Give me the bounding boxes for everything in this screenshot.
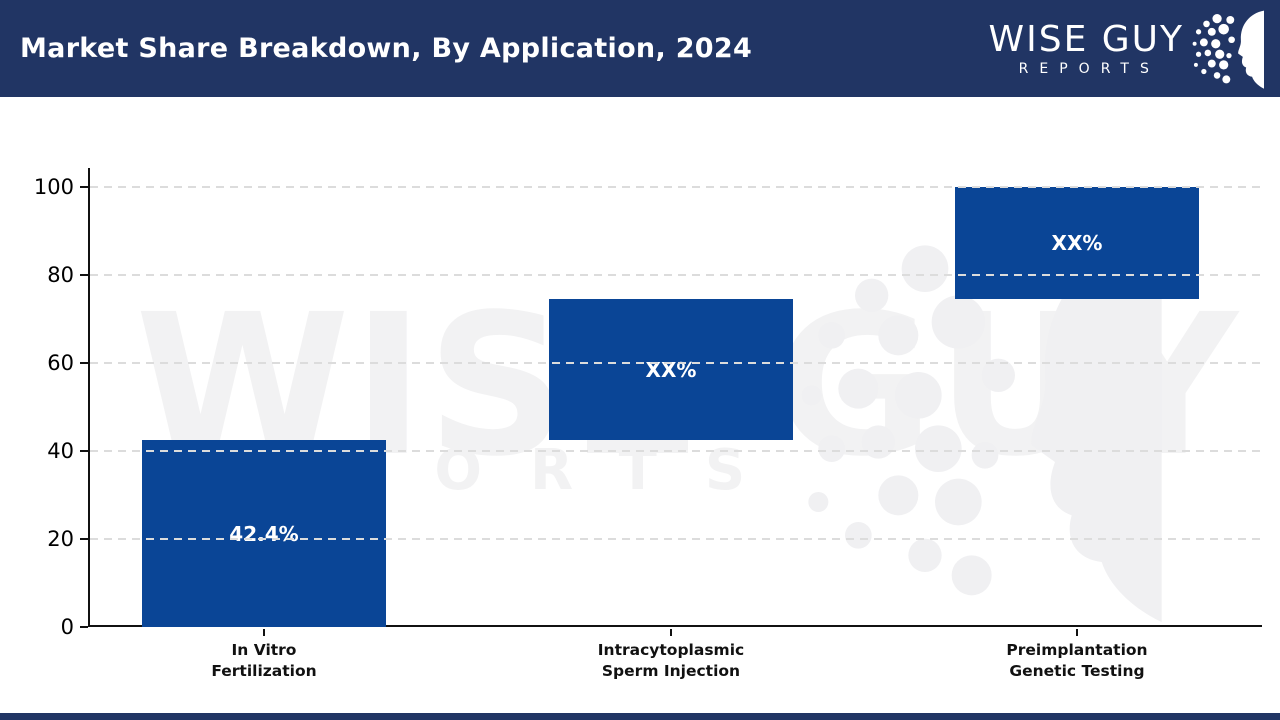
- chart-title: Market Share Breakdown, By Application, …: [20, 33, 753, 64]
- wiseguy-logo: WISE GUY REPORTS: [988, 7, 1264, 91]
- bar: 42.4%: [142, 440, 386, 627]
- x-category-label: In Vitro Fertilization: [211, 641, 317, 680]
- footer-bar: [0, 713, 1280, 720]
- gridline-100: [90, 186, 1262, 188]
- wiseguy-logo-text: WISE GUY REPORTS: [988, 18, 1185, 77]
- wiseguy-face-icon: [1188, 8, 1264, 89]
- y-tick-label: 0: [60, 615, 74, 639]
- bar-value-label: XX%: [1051, 231, 1103, 256]
- header-bar: Market Share Breakdown, By Application, …: [0, 0, 1280, 97]
- y-tick-label: 60: [47, 351, 74, 375]
- x-tick: [670, 629, 672, 636]
- y-axis-line: [88, 168, 90, 627]
- y-tick: [80, 538, 88, 540]
- x-tick: [1076, 629, 1078, 636]
- y-tick: [80, 186, 88, 188]
- bar: XX%: [549, 299, 793, 441]
- gridline-20: [90, 538, 1262, 540]
- x-axis-line: [88, 625, 1262, 627]
- bar: XX%: [955, 187, 1199, 300]
- logo-wordmark: WISE GUY: [988, 18, 1184, 60]
- y-tick-label: 40: [47, 439, 74, 463]
- gridline-40: [90, 450, 1262, 452]
- bar-value-label: 42.4%: [229, 521, 299, 546]
- plot-area: 0 20 40 60 80 100 42.4% In Vitro Fertilization X…: [0, 97, 1280, 720]
- bar-value-label: XX%: [645, 357, 697, 382]
- x-category-label: Intracytoplasmic Sperm Injection: [597, 641, 745, 680]
- y-tick-label: 20: [47, 527, 74, 551]
- y-tick-label: 100: [33, 175, 74, 199]
- x-tick: [263, 629, 265, 636]
- y-tick: [80, 274, 88, 276]
- y-tick: [80, 450, 88, 452]
- y-tick: [80, 626, 88, 628]
- gridline-60: [90, 362, 1262, 364]
- gridline-80: [90, 274, 1262, 276]
- logo-subtitle: REPORTS: [1018, 60, 1160, 77]
- y-tick: [80, 362, 88, 364]
- y-tick-label: 80: [47, 263, 74, 287]
- x-category-label: Preimplantation Genetic Testing: [1006, 641, 1148, 680]
